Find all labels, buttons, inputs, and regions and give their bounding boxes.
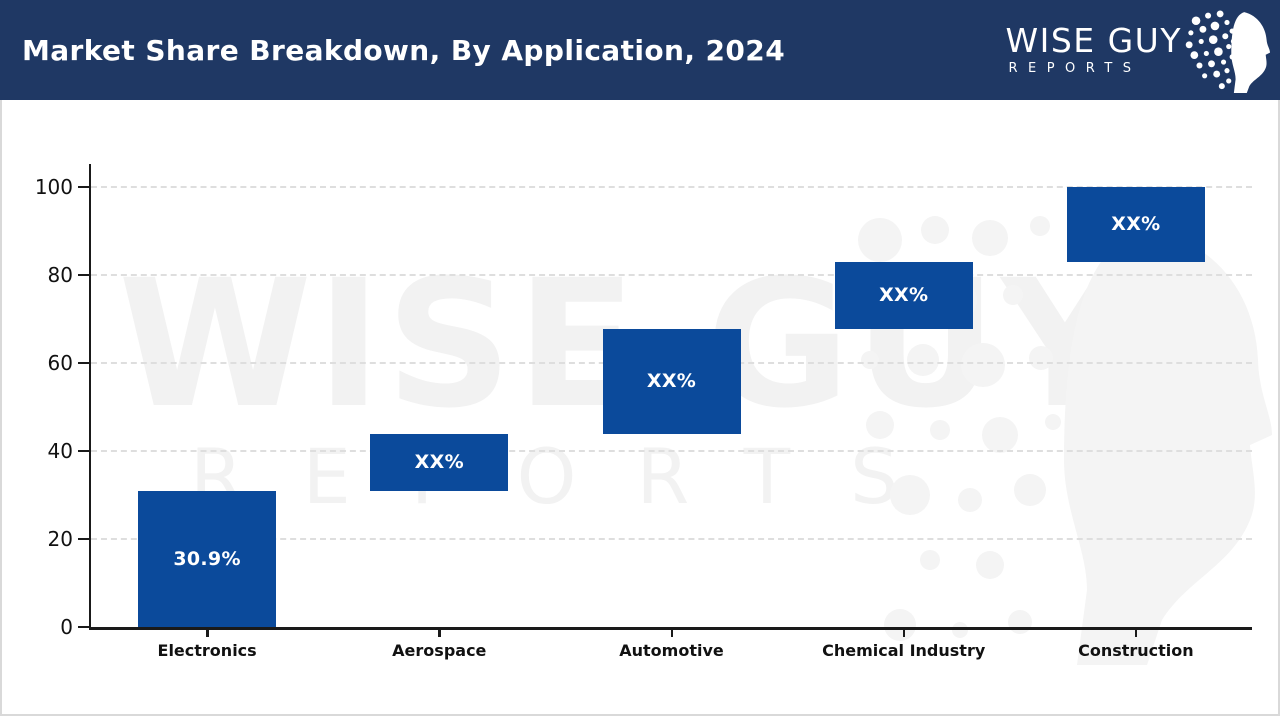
y-tick-label: 100 — [34, 175, 73, 199]
gridline — [91, 538, 1252, 540]
bar-electronics: 30.9% — [138, 491, 277, 627]
y-tick-label: 80 — [47, 263, 73, 287]
x-category-label: Automotive — [619, 641, 724, 660]
bar-chemical-industry: XX% — [834, 261, 973, 330]
x-category-label: Chemical Industry — [822, 641, 986, 660]
y-tick-mark — [78, 274, 89, 276]
y-tick-label: 60 — [47, 351, 73, 375]
bar-value-label: XX% — [879, 284, 929, 307]
plot-area: 0 20 40 60 80 100 30.9% Electronics XX% Aerospace… — [35, 164, 1252, 660]
wise-guy-logo: WISE GUY REPORTS — [1005, 7, 1280, 93]
x-tick-mark — [1134, 627, 1138, 637]
gridline — [91, 274, 1252, 276]
gridline — [91, 450, 1252, 452]
y-tick-mark — [78, 362, 89, 364]
bar-value-label: 30.9% — [173, 548, 241, 571]
logo-wordmark: WISE GUY REPORTS — [1005, 24, 1182, 76]
bar-construction: XX% — [1066, 187, 1205, 262]
x-category-label: Aerospace — [392, 641, 487, 660]
y-tick-mark — [78, 538, 89, 540]
gridline — [91, 186, 1252, 188]
bar-value-label: XX% — [1111, 213, 1161, 236]
x-tick-mark — [902, 627, 906, 637]
y-tick-label: 0 — [60, 615, 73, 639]
page-title: Market Share Breakdown, By Application, … — [22, 33, 786, 67]
y-tick-label: 40 — [47, 439, 73, 463]
y-tick-mark — [78, 186, 89, 188]
x-tick-mark — [670, 627, 673, 637]
bar-automotive: XX% — [602, 329, 741, 434]
logo-line1: WISE GUY — [1005, 21, 1182, 60]
y-tick-label: 20 — [47, 527, 73, 551]
x-tick-mark — [438, 627, 441, 637]
y-tick-mark — [78, 450, 89, 452]
x-category-label: Construction — [1078, 641, 1194, 660]
head-profile-dots-icon — [1185, 10, 1270, 93]
logo-line2: REPORTS — [1008, 61, 1142, 76]
bar-aerospace: XX% — [370, 433, 509, 492]
y-tick-mark — [78, 626, 89, 628]
x-category-label: Electronics — [157, 641, 257, 660]
bar-value-label: XX% — [414, 451, 464, 474]
header-bar: Market Share Breakdown, By Application, … — [0, 0, 1280, 100]
x-tick-mark — [206, 627, 209, 637]
bar-value-label: XX% — [646, 370, 697, 393]
